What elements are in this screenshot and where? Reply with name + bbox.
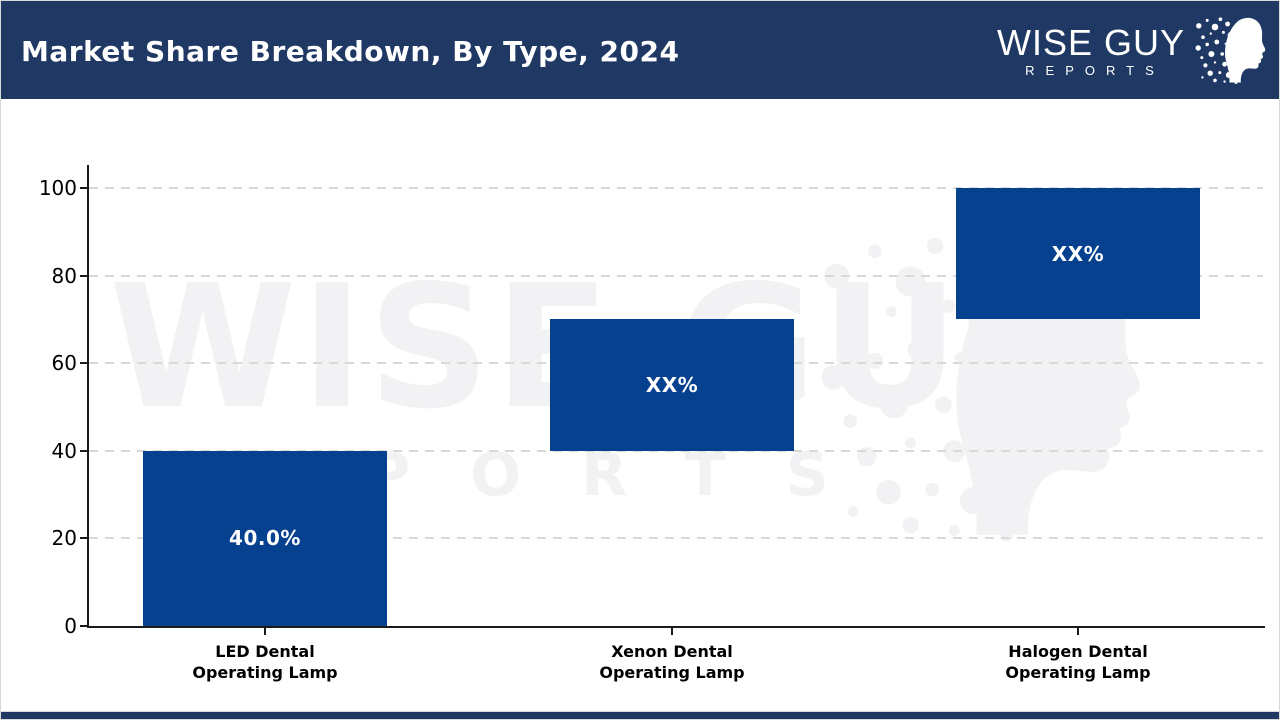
bar-value-label-1: 40.0% [229,526,301,551]
gridline-40 [89,449,1263,452]
x-tick-mark-1 [264,628,266,635]
x-category-label-3: Halogen Dental Operating Lamp [908,641,1248,683]
y-tick-label-80: 80 [51,263,77,288]
wiseguy-logo: WISE GUY REPORTS [997,11,1271,91]
bar-value-label-3: XX% [1051,241,1105,266]
y-tick-mark-60 [80,362,88,365]
y-tick-mark-40 [80,449,88,452]
bar-segment-3: XX% [956,188,1200,320]
bar-segment-2: XX% [550,319,794,451]
y-tick-mark-0 [80,625,88,627]
y-tick-mark-20 [80,537,88,540]
gridline-80 [89,274,1263,277]
logo-sub-text: REPORTS [1025,63,1165,78]
footer-bar [1,712,1279,719]
x-category-line: LED Dental [215,642,315,661]
x-category-line: Operating Lamp [1005,663,1151,682]
x-category-line: Xenon Dental [611,642,733,661]
y-tick-label-100: 100 [38,176,77,200]
y-tick-label-60: 60 [51,351,77,376]
wiseguy-logo-text: WISE GUY REPORTS [996,22,1185,79]
logo-dotted-face-icon [1195,17,1266,84]
x-category-line: Operating Lamp [192,663,338,682]
x-category-line: Halogen Dental [1008,642,1148,661]
x-category-line: Operating Lamp [599,663,745,682]
gridline-20 [89,537,1263,540]
y-tick-label-0: 0 [64,614,77,638]
x-tick-mark-2 [671,628,673,635]
page-title: Market Share Breakdown, By Type, 2024 [21,35,680,68]
footer-divider [1,711,1279,712]
y-tick-mark-100 [80,187,88,189]
y-tick-label-40: 40 [51,438,77,463]
bar-segment-1: 40.0% [143,450,387,626]
y-tick-label-20: 20 [51,526,77,551]
header: Market Share Breakdown, By Type, 2024 WI… [1,1,1279,99]
x-axis-spine [87,626,1265,628]
x-category-label-2: Xenon Dental Operating Lamp [502,641,842,683]
y-tick-mark-80 [80,274,88,277]
x-category-label-1: LED Dental Operating Lamp [95,641,435,683]
y-axis-spine [87,165,89,628]
logo-name-text: WISE GUY [996,22,1185,63]
gridline-100 [89,187,1263,189]
x-tick-mark-3 [1077,628,1079,635]
chart-area: 0 20 40 60 80 100 40.0% LED Dental Operating Lam… [1,99,1279,714]
bar-value-label-2: XX% [645,373,699,398]
